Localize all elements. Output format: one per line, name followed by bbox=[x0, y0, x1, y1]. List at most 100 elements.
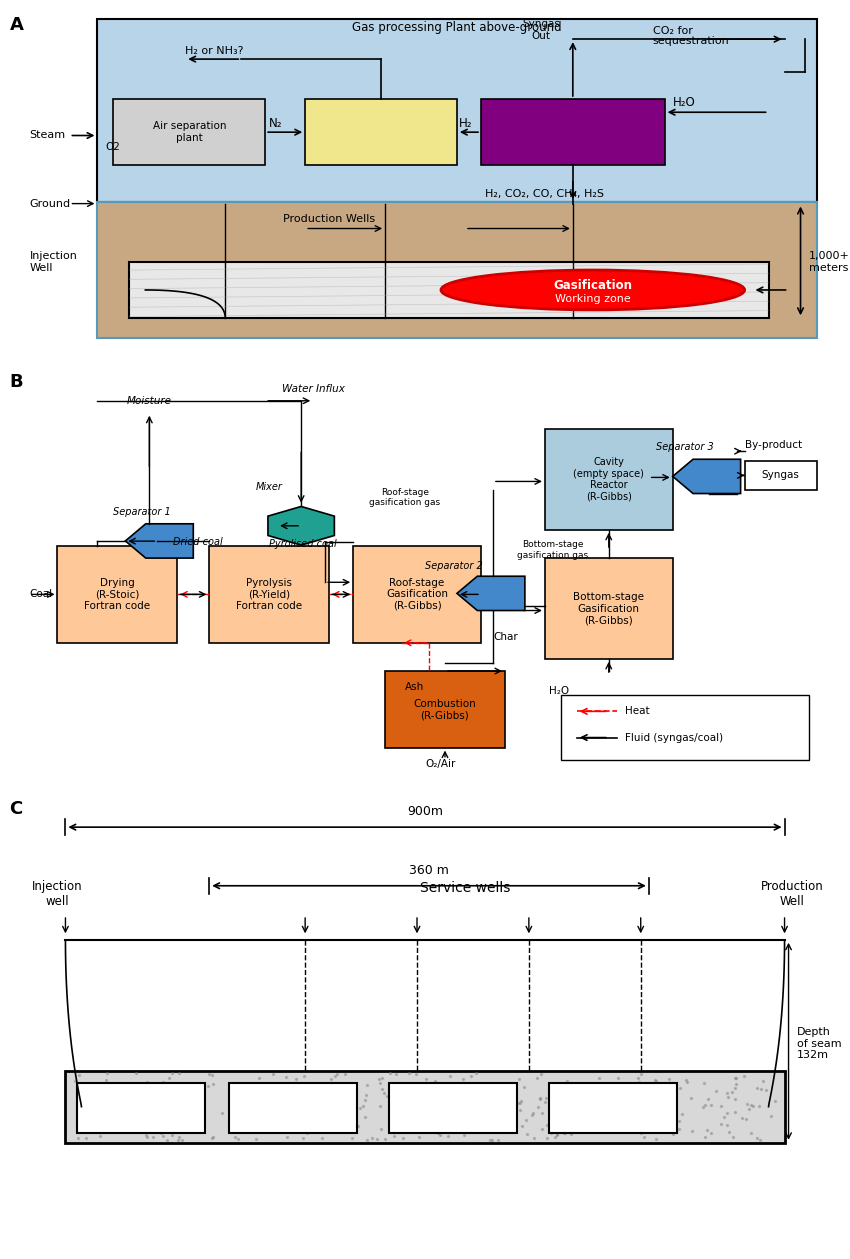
FancyBboxPatch shape bbox=[58, 546, 178, 643]
Point bbox=[252, 1100, 266, 1121]
Point bbox=[628, 1098, 642, 1118]
Point bbox=[268, 1095, 281, 1115]
Point bbox=[728, 1102, 742, 1122]
Point bbox=[414, 1105, 428, 1126]
Point bbox=[612, 1069, 626, 1089]
Point bbox=[190, 1112, 204, 1132]
Point bbox=[635, 1123, 649, 1143]
Point bbox=[642, 1090, 655, 1110]
Point bbox=[551, 1126, 564, 1146]
Point bbox=[178, 1092, 191, 1112]
Point bbox=[604, 1112, 617, 1132]
Point bbox=[68, 1070, 82, 1090]
Point bbox=[353, 1098, 366, 1118]
Point bbox=[324, 1069, 337, 1089]
Point bbox=[296, 1118, 309, 1138]
Point bbox=[635, 1114, 649, 1134]
Text: 360 m: 360 m bbox=[409, 864, 449, 876]
Point bbox=[705, 1123, 718, 1143]
Text: Separator 2: Separator 2 bbox=[425, 562, 483, 572]
Point bbox=[333, 1109, 347, 1129]
Point bbox=[754, 1079, 768, 1099]
Point bbox=[84, 1121, 98, 1141]
Point bbox=[93, 1122, 106, 1142]
Point bbox=[392, 1093, 405, 1113]
Point bbox=[338, 1064, 352, 1084]
Point bbox=[146, 1127, 160, 1147]
Point bbox=[207, 1127, 220, 1147]
Point bbox=[234, 1100, 247, 1121]
Text: Injection
well: Injection well bbox=[32, 880, 82, 908]
Text: B: B bbox=[9, 373, 23, 390]
Point bbox=[745, 1095, 758, 1115]
Text: Combustion
(R-Gibbs): Combustion (R-Gibbs) bbox=[414, 699, 476, 720]
Point bbox=[373, 1097, 387, 1117]
Point bbox=[432, 1123, 445, 1143]
Point bbox=[394, 1084, 408, 1104]
Point bbox=[444, 1065, 457, 1085]
Point bbox=[136, 1078, 150, 1098]
Point bbox=[161, 1131, 174, 1151]
Text: Drying
(R-Stoic)
Fortran code: Drying (R-Stoic) Fortran code bbox=[84, 578, 150, 611]
Point bbox=[375, 1079, 388, 1099]
Point bbox=[337, 1076, 350, 1097]
Point bbox=[388, 1081, 402, 1102]
Point bbox=[359, 1085, 372, 1105]
Point bbox=[255, 1092, 269, 1112]
Point bbox=[501, 1113, 514, 1133]
Point bbox=[696, 1097, 710, 1117]
Text: Roof-stage
gasification gas: Roof-stage gasification gas bbox=[370, 488, 440, 507]
Point bbox=[391, 1115, 405, 1136]
FancyBboxPatch shape bbox=[65, 1070, 785, 1143]
Point bbox=[434, 1115, 448, 1136]
Point bbox=[650, 1099, 664, 1119]
Point bbox=[207, 1074, 220, 1094]
Point bbox=[401, 1097, 415, 1117]
Text: Heat: Heat bbox=[625, 706, 649, 716]
Point bbox=[456, 1083, 470, 1103]
Point bbox=[404, 1089, 417, 1109]
Point bbox=[533, 1089, 547, 1109]
Text: A: A bbox=[9, 16, 24, 34]
Point bbox=[742, 1099, 756, 1119]
Point bbox=[717, 1107, 731, 1127]
Text: Bottom-stage
gasification gas: Bottom-stage gasification gas bbox=[518, 540, 588, 560]
Point bbox=[231, 1073, 245, 1093]
Point bbox=[620, 1103, 634, 1123]
Text: Water Influx: Water Influx bbox=[281, 384, 344, 394]
Point bbox=[382, 1063, 396, 1083]
Point bbox=[579, 1110, 592, 1131]
FancyBboxPatch shape bbox=[389, 1083, 517, 1133]
Point bbox=[470, 1098, 484, 1118]
Point bbox=[172, 1129, 185, 1149]
Point bbox=[263, 1110, 276, 1131]
FancyBboxPatch shape bbox=[549, 1083, 677, 1133]
Point bbox=[79, 1117, 93, 1137]
Point bbox=[175, 1131, 189, 1151]
Point bbox=[150, 1081, 163, 1102]
Point bbox=[167, 1073, 181, 1093]
Point bbox=[444, 1121, 457, 1141]
Point bbox=[289, 1069, 303, 1089]
Point bbox=[398, 1121, 411, 1141]
Point bbox=[294, 1083, 308, 1103]
Point bbox=[618, 1099, 632, 1119]
Point bbox=[231, 1129, 245, 1149]
Point bbox=[150, 1107, 164, 1127]
Point bbox=[397, 1128, 411, 1148]
Point bbox=[530, 1069, 544, 1089]
Point bbox=[240, 1100, 253, 1121]
Point bbox=[483, 1083, 496, 1103]
Point bbox=[697, 1073, 711, 1093]
Point bbox=[78, 1102, 92, 1122]
Point bbox=[150, 1103, 163, 1123]
Polygon shape bbox=[268, 506, 334, 545]
Text: Char: Char bbox=[493, 632, 518, 642]
Point bbox=[629, 1076, 643, 1097]
Point bbox=[456, 1069, 470, 1089]
Point bbox=[457, 1121, 471, 1141]
Point bbox=[573, 1075, 586, 1095]
Text: 1,000+
meters: 1,000+ meters bbox=[808, 251, 849, 272]
Text: Pyrolysis
(R-Yield)
Fortran code: Pyrolysis (R-Yield) Fortran code bbox=[236, 578, 303, 611]
Point bbox=[352, 1115, 366, 1136]
